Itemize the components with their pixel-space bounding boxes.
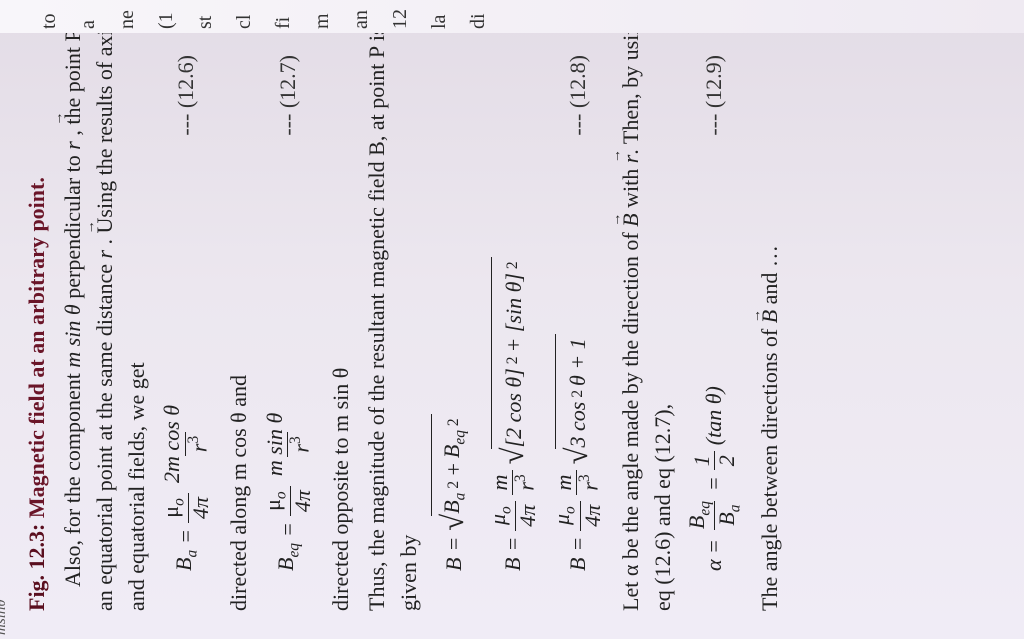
paragraph-1: Also, for the component m sin θ perpendi… — [57, 9, 153, 611]
text: The angle between directions of — [757, 323, 782, 611]
vector-B: B — [618, 213, 643, 226]
paragraph-3: directed opposite to m sin θ — [325, 9, 357, 611]
equation-12-9: α = Beq Ba = 1 2 (tan θ) --- (12.9) — [685, 9, 745, 611]
equation-number: --- (12.6) — [170, 55, 202, 136]
text-italic: m sin θ — [60, 304, 85, 367]
vector-r: r — [60, 141, 85, 150]
next-page-strip: to a ne (1 st cl fi m an 12 la di — [0, 0, 1024, 33]
figure-caption: Fig. 12.3: Magnetic field at an arbitrar… — [21, 9, 53, 611]
caption-text: Magnetic field at an arbitrary point. — [24, 177, 49, 518]
strip-text: di — [464, 3, 493, 29]
paragraph-4: Thus, the magnitude of the resultant mag… — [361, 9, 425, 611]
equation-B-expanded: B = μo 4π m r3 [2 cos θ]2 + [sin θ]2 — [486, 9, 541, 611]
text: Let α be the angle made by the direction… — [618, 226, 643, 610]
strip-text: st — [191, 3, 220, 29]
strip-text: ne — [113, 3, 142, 29]
strip-text: (1 — [152, 3, 181, 29]
equation-number: --- (12.9) — [698, 55, 730, 136]
textbook-page: msinθ Fig. 12.3: Magnetic field at an ar… — [0, 0, 1024, 639]
equation-B-resultant: B = Ba2 + Beq2 — [431, 9, 476, 611]
strip-text: a — [74, 3, 103, 29]
axis-label: msinθ — [0, 599, 13, 635]
equation-12-7: Beq = μo 4π m sin θ r3 --- (12.7) — [261, 9, 316, 611]
strip-text: to — [35, 3, 64, 29]
equation-number: --- (12.7) — [272, 55, 304, 136]
strip-text: an — [347, 3, 376, 29]
paragraph-5: Let α be the angle made by the direction… — [615, 9, 679, 611]
equation-number: --- (12.8) — [562, 55, 594, 136]
equation-12-8: B = μo 4π m r3 3 cos2 θ + 1 --- (12.8) — [550, 9, 605, 611]
strip-text: la — [425, 3, 454, 29]
text: with — [618, 168, 643, 207]
paragraph-7: The angle between directions of B and … — [754, 9, 786, 611]
vector-r: r — [92, 249, 117, 258]
paragraph-2: directed along m cos θ and — [223, 9, 255, 611]
vector-r: r — [618, 154, 643, 163]
vector-B: B — [757, 309, 782, 322]
text: directed along m cos θ and — [226, 375, 251, 611]
strip-text: 12 — [386, 3, 415, 29]
strip-text: fi — [269, 3, 298, 29]
caption-number: Fig. 12.3: — [24, 523, 49, 610]
equation-12-6: Ba = μo 4π 2m cos θ r3 --- (12.6) — [159, 9, 214, 611]
text: Also, for the component — [60, 367, 85, 586]
text: (tan θ) — [698, 386, 730, 445]
strip-text: m — [308, 3, 337, 29]
strip-text: cl — [230, 3, 259, 29]
